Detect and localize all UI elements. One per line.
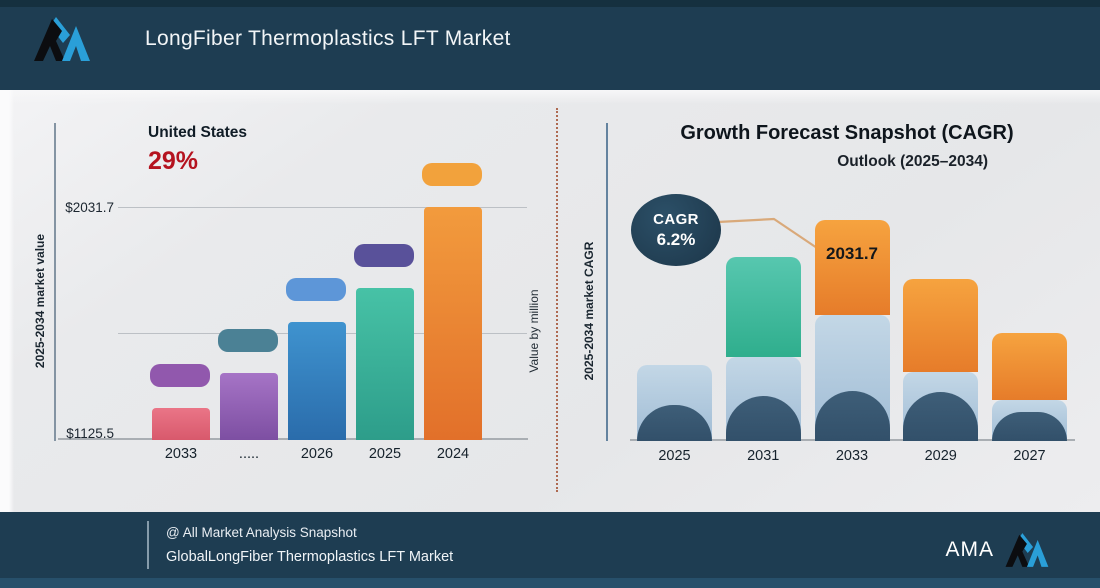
left-bar-.....: ..... (218, 329, 278, 462)
right-y-axis-title: 2025-2034 market CAGR (582, 241, 596, 381)
right-y-axis-line (606, 123, 608, 441)
left-bars-group: 2033..... 2026 2025 2024 (150, 160, 482, 462)
right-bar-2033: 2031.7 2033 (814, 220, 890, 464)
left-tick-lower: $1125.5 (66, 426, 114, 441)
right-bar-2029: 2029 (903, 279, 979, 464)
right-chart-subtitle: Outlook (2025–2034) (837, 153, 988, 170)
header: LongFiber Thermoplastics LFT Market (0, 0, 1100, 90)
left-bar-2025: 2025 (354, 244, 414, 462)
left-x-label: 2025 (368, 446, 402, 462)
content-area: 2025-2034 market value $2031.7 $1125.5 U… (0, 90, 1100, 512)
left-x-label: 2024 (436, 446, 470, 462)
right-x-label: 2025 (658, 448, 691, 464)
left-x-label: 2033 (164, 446, 198, 462)
left-x-label: ..... (238, 446, 260, 462)
header-top-strip (0, 0, 1100, 7)
left-chart-highlight: 29% (148, 147, 199, 175)
right-bar-2027: 2027 (992, 333, 1067, 464)
left-right-side-label: Value by million (527, 289, 541, 373)
bar-annotation: 2031.7 (826, 244, 878, 263)
right-bars-group: 2025 2031 2031.7 2033 2029 2027 (637, 200, 1067, 464)
left-bar-2026: 2026 (286, 278, 346, 462)
left-bar-cap-..... (218, 329, 278, 352)
left-chart-title: United States (148, 124, 248, 141)
segment-darkblue-dome (814, 391, 890, 441)
segment-top (725, 257, 801, 357)
right-chart-title: Growth Forecast Snapshot (CAGR) (680, 122, 1014, 144)
left-bar-2033: 2033 (150, 364, 210, 462)
cagr-connector-line (717, 217, 821, 251)
right-bar-2031: 2031 (725, 257, 801, 464)
cagr-badge-value: 6.2% (656, 229, 696, 249)
right-bar-2025: 2025 (637, 365, 712, 464)
left-tick-upper: $2031.7 (65, 200, 114, 215)
ama-logo-icon (34, 17, 90, 61)
right-chart-heading: Growth Forecast Snapshot (CAGR) Outlook … (622, 122, 1072, 171)
left-chart-heading: United States 29% (148, 124, 247, 176)
segment-top: 2031.7 (814, 220, 890, 315)
page-title: LongFiber Thermoplastics LFT Market (145, 27, 511, 50)
right-x-label: 2033 (835, 448, 869, 464)
left-gridline-upper (118, 207, 527, 208)
cagr-badge-label: CAGR (653, 210, 699, 228)
right-x-label: 2027 (1013, 448, 1046, 464)
left-y-axis-title: 2025-2034 market value (33, 233, 47, 369)
footer-brand-name: AMA (945, 538, 994, 561)
segment-darkblue-dome (992, 412, 1067, 441)
left-bar-cap-2025 (354, 244, 414, 267)
footer-bottom-strip (0, 578, 1100, 588)
left-bar-cap-2024 (422, 163, 482, 186)
panel-divider (556, 108, 558, 492)
left-bar-cap-2033 (150, 364, 210, 387)
segment-top (992, 333, 1067, 400)
footer: @ All Market Analysis Snapshot GlobalLon… (0, 512, 1100, 588)
right-x-label: 2029 (924, 448, 957, 464)
footer-ama-logo-icon (1005, 533, 1049, 567)
footer-divider (147, 521, 149, 569)
left-bar-cap-2026 (286, 278, 346, 301)
right-x-label: 2031 (747, 448, 780, 464)
footer-snapshot-text: @ All Market Analysis Snapshot (166, 525, 357, 540)
cagr-badge: CAGR 6.2% (631, 194, 721, 266)
left-y-axis-line (54, 123, 56, 441)
left-bar-2024: 2024 (422, 163, 482, 462)
footer-market-text: GlobalLongFiber Thermoplastics LFT Marke… (166, 549, 454, 565)
footer-brand: AMA (945, 530, 1056, 570)
segment-top (903, 279, 979, 372)
left-x-label: 2026 (300, 446, 334, 462)
